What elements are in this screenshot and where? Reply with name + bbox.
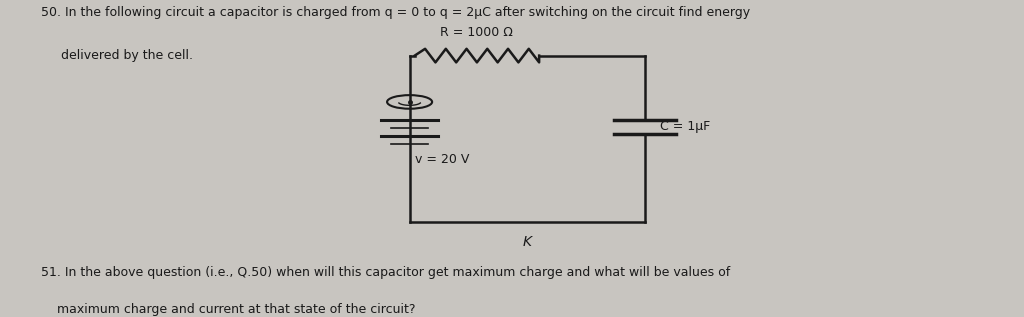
Text: 51. In the above question (i.e., Q.50) when will this capacitor get maximum char: 51. In the above question (i.e., Q.50) w… xyxy=(41,266,730,279)
Text: R = 1000 Ω: R = 1000 Ω xyxy=(440,26,513,39)
Text: v = 20 V: v = 20 V xyxy=(415,153,469,166)
Text: 50. In the following circuit a capacitor is charged from q = 0 to q = 2μC after : 50. In the following circuit a capacitor… xyxy=(41,6,751,19)
Text: delivered by the cell.: delivered by the cell. xyxy=(41,49,193,62)
Text: C = 1μF: C = 1μF xyxy=(660,120,711,133)
Text: maximum charge and current at that state of the circuit?: maximum charge and current at that state… xyxy=(41,303,416,316)
Text: K: K xyxy=(523,235,531,249)
